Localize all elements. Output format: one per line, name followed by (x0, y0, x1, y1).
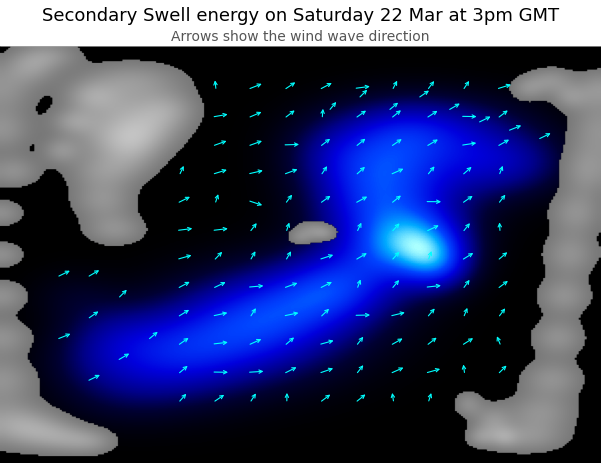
Text: Secondary Swell energy on Saturday 22 Mar at 3pm GMT: Secondary Swell energy on Saturday 22 Ma… (42, 7, 559, 25)
Text: Arrows show the wind wave direction: Arrows show the wind wave direction (171, 30, 430, 44)
